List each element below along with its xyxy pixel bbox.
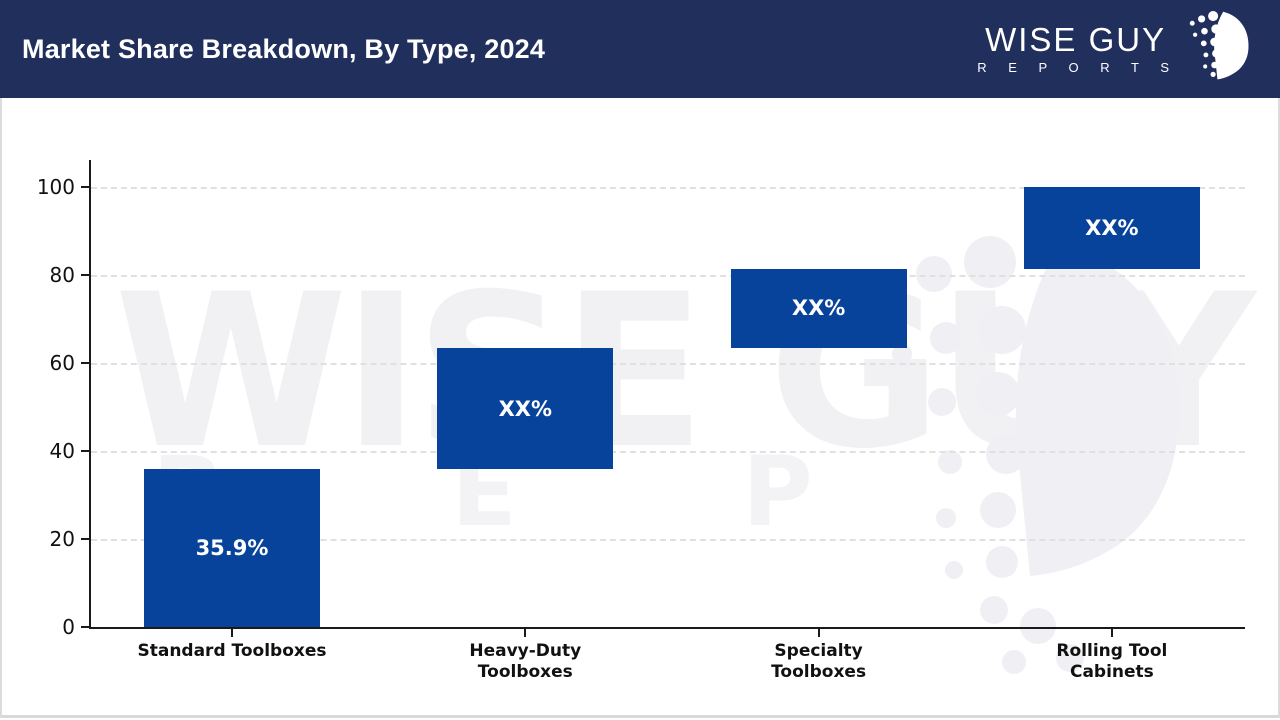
bar-value-label: XX% xyxy=(498,396,553,421)
x-axis-category-label: Heavy-Duty Toolboxes xyxy=(469,641,582,683)
bar-segment: XX% xyxy=(730,269,907,348)
x-axis-tick xyxy=(524,629,527,637)
y-axis-tick xyxy=(81,626,89,628)
bar-segment: 35.9% xyxy=(144,469,320,627)
header-band: Market Share Breakdown, By Type, 2024 WI… xyxy=(0,0,1280,98)
x-axis-category-label: Standard Toolboxes xyxy=(137,641,327,661)
x-axis-category-label: Specialty Toolboxes xyxy=(771,641,867,683)
x-axis-tick xyxy=(231,629,233,637)
bar-segment: XX% xyxy=(1023,187,1200,270)
brand-logo: WISE GUY R E P O R T S xyxy=(973,6,1252,92)
y-axis-tick-label: 100 xyxy=(36,175,75,199)
x-axis-tick xyxy=(817,629,820,637)
y-axis-tick xyxy=(81,186,89,188)
x-axis-line xyxy=(89,627,1245,629)
y-axis-tick-label: 0 xyxy=(62,615,75,639)
x-axis-tick xyxy=(1110,629,1113,637)
gridline xyxy=(91,363,1245,365)
y-axis-tick-label: 20 xyxy=(49,527,75,551)
brand-subtitle: R E P O R T S xyxy=(977,59,1178,75)
y-axis-tick-label: 40 xyxy=(49,439,75,463)
y-axis-tick xyxy=(81,362,89,364)
bar-segment: XX% xyxy=(437,348,614,470)
brand-head-icon xyxy=(1180,6,1252,92)
y-axis-tick xyxy=(81,274,89,276)
gridline xyxy=(91,187,1245,189)
gridline xyxy=(91,539,1245,541)
y-axis-tick-label: 80 xyxy=(49,263,75,287)
bar-value-label: XX% xyxy=(1085,216,1139,241)
page-title: Market Share Breakdown, By Type, 2024 xyxy=(22,33,546,64)
gridline xyxy=(91,275,1245,277)
bar-value-label: 35.9% xyxy=(195,536,269,560)
y-axis-tick-label: 60 xyxy=(49,351,75,375)
gridline xyxy=(91,451,1245,453)
brand-logo-text: WISE GUY R E P O R T S xyxy=(973,23,1178,75)
bar-value-label: XX% xyxy=(791,296,846,321)
chart-canvas: WISE GUY R E P O R T S 02040608010035.9%… xyxy=(0,98,1280,718)
y-axis-tick xyxy=(81,538,89,540)
y-axis-tick xyxy=(81,450,89,452)
x-axis-category-label: Rolling Tool Cabinets xyxy=(1056,641,1168,683)
y-axis-line xyxy=(89,160,91,629)
brand-name: WISE GUY xyxy=(985,21,1167,59)
